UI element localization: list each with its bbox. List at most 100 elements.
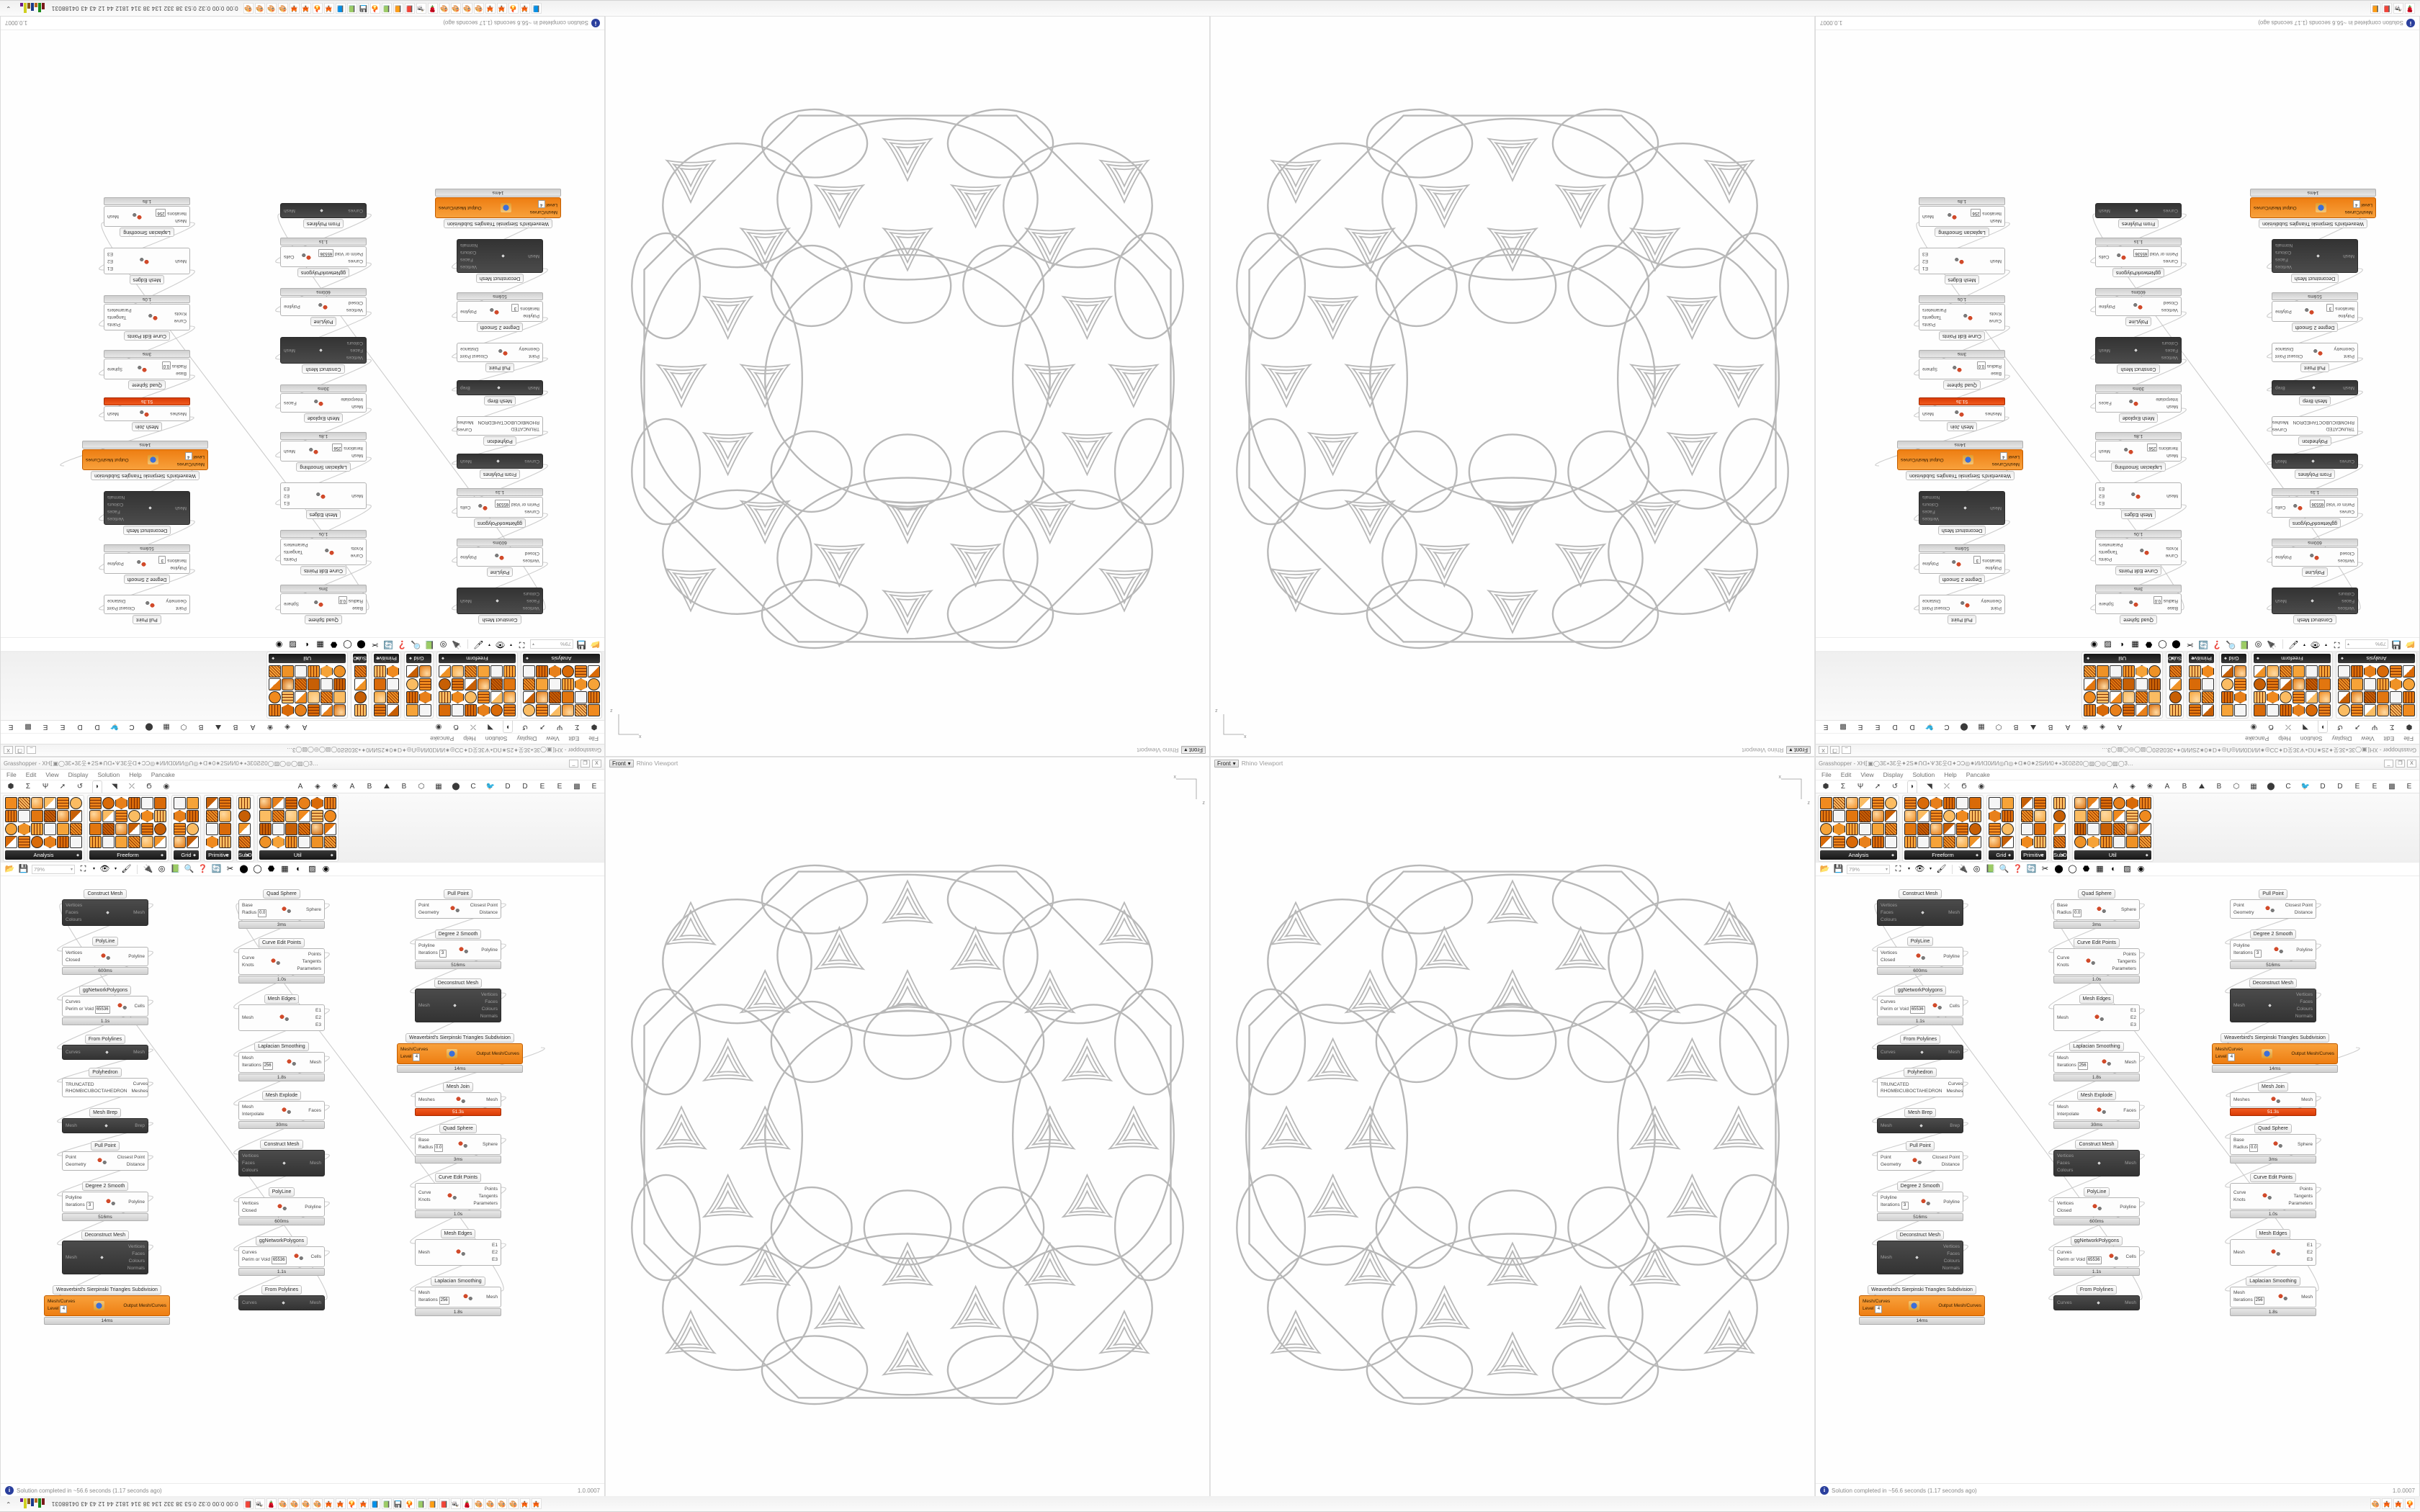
palette-icon[interactable] bbox=[1846, 810, 1858, 822]
category-letter-12[interactable]: D bbox=[94, 723, 100, 732]
ribbon-tab-freeform[interactable]: Freeform bbox=[439, 654, 516, 663]
palette-icon[interactable] bbox=[419, 665, 431, 678]
node-body[interactable]: Curve Knots Points Tangents Parameters bbox=[280, 539, 367, 565]
menu-item-help[interactable]: Help bbox=[1944, 771, 1957, 778]
palette-icon[interactable] bbox=[2021, 797, 2033, 809]
category-letter-7[interactable]: ⬡ bbox=[1995, 723, 2002, 732]
node-body[interactable]: Point Geometry Closest Point Distance bbox=[1877, 1151, 1963, 1171]
gh-node[interactable]: Mesh Brep Mesh Brep bbox=[1877, 1108, 1963, 1133]
category-letter-8[interactable]: ▦ bbox=[1978, 723, 1985, 732]
palette-icon[interactable] bbox=[2123, 678, 2136, 690]
node-number-field[interactable]: 65536 bbox=[94, 1006, 110, 1014]
gh-node[interactable]: Laplacian Smoothing Mesh Iterations 256 Mes… bbox=[1919, 197, 2005, 237]
category-letter-3[interactable]: A bbox=[2065, 723, 2071, 732]
window-titlebar[interactable]: Grasshopper - XH⟦▣◯3Ɛ⭑3Ɛ웃✦2S✷Ոᗡ⭑ᗐ3Ɛ웃ᗡ✦ƆƆ… bbox=[1816, 744, 2419, 756]
palette-icon[interactable] bbox=[503, 678, 516, 690]
zoom-level-input[interactable]: 79% ▾ bbox=[530, 639, 573, 649]
taskbar-app-icon[interactable]: 📕 bbox=[404, 3, 415, 14]
palette-icon[interactable] bbox=[2148, 691, 2161, 703]
palette-icon[interactable] bbox=[57, 810, 69, 822]
palette-icon[interactable] bbox=[323, 797, 336, 809]
palette-icon[interactable] bbox=[2351, 704, 2363, 716]
category-tab-strip[interactable]: ⬢ Σ Ψ ➚ ↺ ◗ ◥ ⤫ Ϭ ◉ A ◈ ❀ A B ⛰ B ⬡ ▦ ⬤ C 🐦 D D E E ▩ E bbox=[1816, 721, 2419, 733]
gh-node[interactable]: ggNetworkPolygons Curves Perim or Void 655… bbox=[1877, 986, 1963, 1025]
node-number-field[interactable]: 0.0 bbox=[258, 909, 267, 917]
palette-icon[interactable] bbox=[549, 704, 561, 716]
palette-icon[interactable] bbox=[295, 704, 308, 716]
category-letter-9[interactable]: ⬤ bbox=[145, 723, 153, 732]
gh-node[interactable]: Mesh Edges Mesh E1 E2 E3 bbox=[280, 482, 367, 519]
chevron-down-icon[interactable]: ▾ bbox=[70, 867, 73, 872]
palette-icon[interactable] bbox=[70, 836, 82, 848]
node-number-field[interactable]: 3 bbox=[158, 556, 166, 564]
palette-icon[interactable] bbox=[31, 836, 43, 848]
palette-icon[interactable] bbox=[478, 665, 490, 678]
palette-icon[interactable] bbox=[523, 691, 535, 703]
category-letter-3[interactable]: A bbox=[250, 723, 256, 732]
taskbar-app-icon[interactable]: 📗 bbox=[381, 3, 392, 14]
node-body[interactable]: Base Radius 0.0 Sphere bbox=[104, 359, 190, 379]
gh-node[interactable]: Deconstruct Mesh Mesh Vertices Faces Colours… bbox=[2272, 239, 2358, 283]
category-letter-13[interactable]: D bbox=[2337, 782, 2343, 791]
category-icon-0[interactable]: ⬢ bbox=[591, 723, 598, 732]
palette-icon[interactable] bbox=[1820, 836, 1832, 848]
palette-icon[interactable] bbox=[1917, 836, 1930, 848]
toolbar-button-10[interactable]: ▦ bbox=[281, 864, 289, 873]
palette-icon[interactable] bbox=[70, 797, 82, 809]
palette-icon[interactable] bbox=[18, 797, 30, 809]
node-number-field[interactable]: 4 bbox=[2352, 200, 2360, 208]
palette-icon[interactable] bbox=[219, 810, 231, 822]
palette-icon[interactable] bbox=[419, 704, 431, 716]
category-letter-0[interactable]: A bbox=[2117, 723, 2123, 732]
taskbar-app-icon[interactable]: 🔥 bbox=[346, 1498, 357, 1509]
taskbar-app-icon[interactable]: 🎨 bbox=[266, 3, 277, 14]
palette-icon[interactable] bbox=[2074, 836, 2087, 848]
palette-icon[interactable] bbox=[452, 678, 464, 690]
category-icon-2[interactable]: Ψ bbox=[2371, 723, 2378, 732]
palette-icon[interactable] bbox=[89, 797, 102, 809]
category-letter-5[interactable]: ⛰ bbox=[215, 723, 222, 732]
node-body[interactable]: Base Radius 0.0 Sphere bbox=[280, 593, 367, 614]
palette-icon[interactable] bbox=[321, 704, 333, 716]
palette-icon[interactable] bbox=[2390, 678, 2402, 690]
preview-eye-icon[interactable]: 👁 bbox=[2310, 640, 2321, 649]
palette-icon[interactable] bbox=[2136, 665, 2148, 678]
ribbon-tab-grid[interactable]: Grid bbox=[2221, 654, 2246, 663]
node-number-field[interactable]: 65536 bbox=[2086, 1256, 2102, 1264]
ribbon-tab-util[interactable]: Util bbox=[2074, 850, 2151, 860]
gh-node[interactable]: Degree 2 Smooth Polyline Iterations 3 Polyl… bbox=[62, 1182, 148, 1221]
toolbar-button-13[interactable]: ◉ bbox=[2137, 864, 2145, 873]
ribbon-tab-subd[interactable]: SubD bbox=[2053, 850, 2067, 860]
palette-icon[interactable] bbox=[308, 704, 321, 716]
palette-icon[interactable] bbox=[1989, 810, 2001, 822]
node-body[interactable]: Meshes Mesh bbox=[2230, 1092, 2316, 1107]
palette-icon[interactable] bbox=[1872, 836, 1884, 848]
ribbon-tab-freeform[interactable]: Freeform bbox=[1904, 850, 1981, 860]
palette-icon[interactable] bbox=[2110, 665, 2123, 678]
open-file-icon[interactable]: 📂 bbox=[4, 864, 15, 873]
ribbon-tab-primitive[interactable]: Primitive bbox=[2189, 654, 2214, 663]
fit-view-icon[interactable]: ⛶ bbox=[519, 640, 525, 649]
taskbar-app-icon[interactable]: 🎨 bbox=[485, 1498, 496, 1509]
taskbar-top[interactable]: 🌹 🐄 📕 📙 📘 🦊 🔥 🦊 🦊 🎨 🎨 🎨 🎨 🌹 🐄 📕 📙 📗 🔥 💾 📗 📘 🦊 🔥 🦊 🦊 🎨 🎨 🎨 🎨 0:00 0:0… bbox=[0, 0, 2420, 16]
node-body[interactable]: Vertices Faces Colours Mesh bbox=[62, 899, 148, 926]
palette-icon[interactable] bbox=[2074, 797, 2087, 809]
taskbar-app-icon[interactable]: 📕 bbox=[439, 1498, 449, 1509]
palette-icon[interactable] bbox=[2053, 810, 2066, 822]
taskbar-app-icon[interactable]: 🎨 bbox=[508, 1498, 519, 1509]
node-body[interactable]: Base Radius 0.0 Sphere bbox=[2053, 899, 2140, 920]
palette-icon[interactable] bbox=[269, 704, 282, 716]
palette-icon[interactable] bbox=[2169, 691, 2182, 703]
taskbar-app-icon[interactable]: 🔥 bbox=[2405, 1498, 2415, 1509]
menu-item-solution[interactable]: Solution bbox=[2300, 735, 2323, 742]
gh-node[interactable]: From Polylines Curves Mesh bbox=[2272, 454, 2358, 479]
category-icon-2[interactable]: Ψ bbox=[556, 723, 563, 732]
palette-icon[interactable] bbox=[269, 678, 282, 690]
palette-icon[interactable] bbox=[128, 823, 140, 835]
chevron-down-icon[interactable]: ▾ bbox=[488, 642, 491, 647]
menu-item-pancake[interactable]: Pancake bbox=[151, 771, 175, 778]
gh-node[interactable]: Quad Sphere Base Radius 0.0 Sphere 3ms bbox=[1919, 350, 2005, 390]
palette-icon[interactable] bbox=[2280, 665, 2292, 678]
node-number-field[interactable]: 3 bbox=[2254, 950, 2262, 958]
node-body[interactable]: Polyline Iterations 3 Polyline bbox=[104, 553, 190, 574]
